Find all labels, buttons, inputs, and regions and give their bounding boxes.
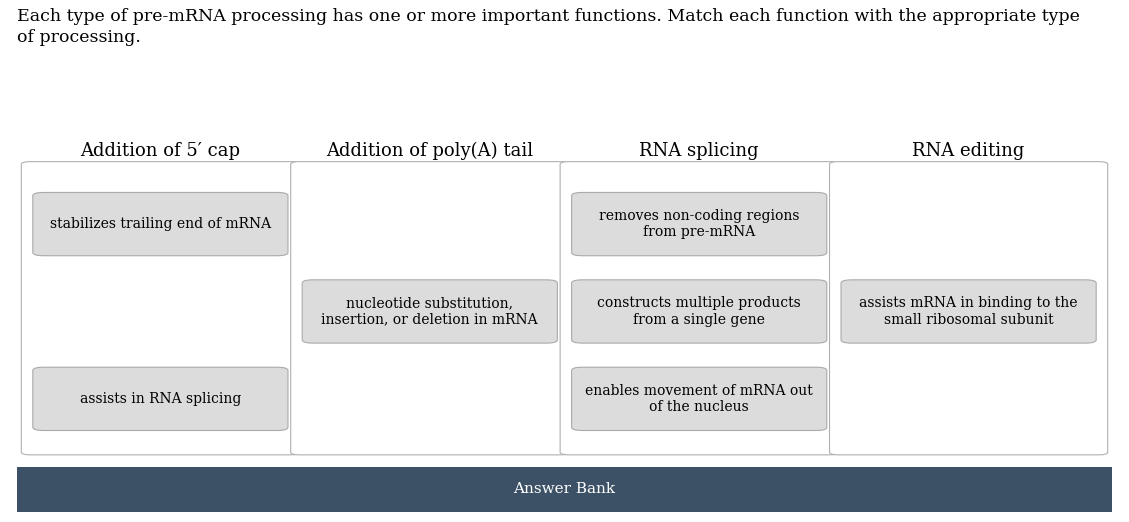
FancyBboxPatch shape [841, 280, 1096, 343]
FancyBboxPatch shape [11, 137, 1118, 464]
FancyBboxPatch shape [571, 193, 826, 256]
Text: RNA splicing: RNA splicing [639, 143, 759, 160]
Text: nucleotide substitution,
insertion, or deletion in mRNA: nucleotide substitution, insertion, or d… [322, 296, 539, 327]
Text: Addition of 5′ cap: Addition of 5′ cap [80, 143, 240, 160]
Text: assists in RNA splicing: assists in RNA splicing [80, 392, 242, 406]
FancyBboxPatch shape [830, 162, 1108, 455]
Text: enables movement of mRNA out
of the nucleus: enables movement of mRNA out of the nucl… [585, 384, 813, 414]
FancyBboxPatch shape [291, 162, 569, 455]
FancyBboxPatch shape [33, 193, 288, 256]
FancyBboxPatch shape [560, 162, 838, 455]
Text: Addition of poly(A) tail: Addition of poly(A) tail [326, 142, 533, 160]
FancyBboxPatch shape [571, 367, 826, 431]
Text: Each type of pre-mRNA processing has one or more important functions. Match each: Each type of pre-mRNA processing has one… [17, 8, 1079, 25]
FancyBboxPatch shape [17, 467, 1112, 512]
Text: constructs multiple products
from a single gene: constructs multiple products from a sing… [597, 296, 802, 327]
FancyBboxPatch shape [33, 367, 288, 431]
Text: Answer Bank: Answer Bank [514, 482, 615, 496]
Text: assists mRNA in binding to the
small ribosomal subunit: assists mRNA in binding to the small rib… [859, 296, 1078, 327]
FancyBboxPatch shape [303, 280, 558, 343]
Text: stabilizes trailing end of mRNA: stabilizes trailing end of mRNA [50, 217, 271, 231]
Text: removes non-coding regions
from pre-mRNA: removes non-coding regions from pre-mRNA [599, 209, 799, 239]
FancyBboxPatch shape [571, 280, 826, 343]
FancyBboxPatch shape [21, 162, 299, 455]
Text: of processing.: of processing. [17, 29, 141, 46]
Text: RNA editing: RNA editing [912, 143, 1025, 160]
